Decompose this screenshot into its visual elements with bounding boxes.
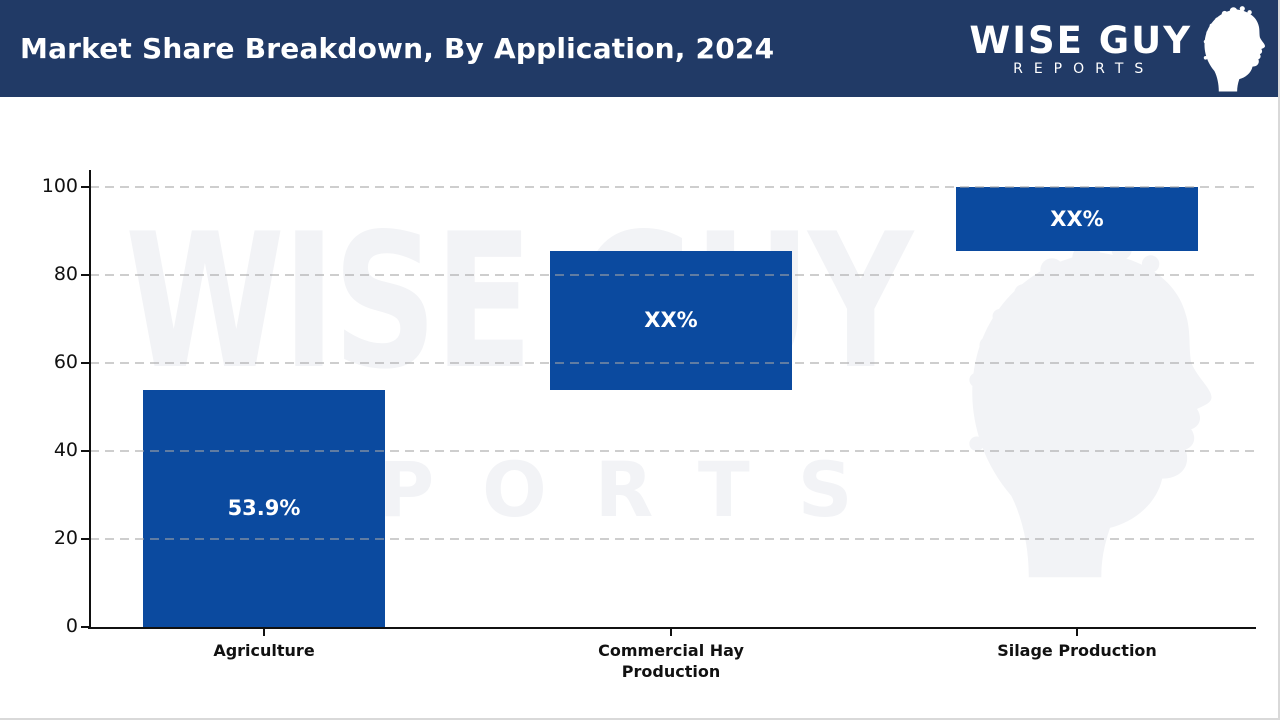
gridline-40: [90, 450, 1256, 452]
y-tick-label-0: 0: [65, 615, 78, 637]
y-tick-label-100: 100: [41, 175, 78, 197]
y-tick-label-20: 20: [53, 527, 78, 549]
gridline-80: [90, 274, 1256, 276]
watermark-head-icon: [969, 239, 1212, 578]
brand-name: WISE GUY: [969, 18, 1192, 62]
bar-value-label: XX%: [1050, 206, 1104, 231]
gridline-20: [90, 538, 1256, 540]
x-tick-label-0: Agriculture: [213, 641, 315, 660]
x-tick-mark-1: [670, 629, 672, 636]
bar-value-label: XX%: [644, 308, 698, 333]
x-tick-label-2: Silage Production: [997, 641, 1157, 660]
page-title: Market Share Breakdown, By Application, …: [20, 32, 775, 65]
x-tick-mark-2: [1076, 629, 1078, 636]
y-tick-mark-20: [81, 538, 89, 540]
bar-agriculture: 53.9%: [143, 389, 385, 627]
x-tick-mark-0: [263, 629, 265, 636]
brand-logo-text: WISE GUY REPORTS: [969, 22, 1192, 76]
x-axis-line: [88, 627, 1256, 629]
y-tick-mark-40: [81, 450, 89, 452]
gridline-60: [90, 362, 1256, 364]
y-tick-label-40: 40: [53, 439, 78, 461]
y-tick-mark-0: [81, 626, 89, 628]
header-bar: Market Share Breakdown, By Application, …: [0, 0, 1278, 97]
head-profile-icon: [1203, 5, 1265, 92]
gridline-100: [90, 186, 1256, 188]
y-axis-line: [89, 170, 91, 629]
chart-canvas: WISE GUY REPORTS 0 20 40 60 80 100 53.9% XX% XX%…: [0, 97, 1278, 718]
watermark-brand-text: WISE GUY: [125, 193, 913, 410]
y-tick-label-80: 80: [53, 263, 78, 285]
bar-silage-production: XX%: [956, 187, 1198, 251]
bar-value-label: 53.9%: [227, 496, 301, 521]
y-tick-mark-60: [81, 362, 89, 364]
brand-subname: REPORTS: [1013, 60, 1155, 77]
y-tick-label-60: 60: [53, 351, 78, 373]
y-tick-mark-80: [81, 274, 89, 276]
y-tick-mark-100: [81, 186, 89, 188]
bar-commercial-hay-production: XX%: [550, 250, 792, 390]
x-tick-label-1: Commercial Hay Production: [598, 641, 744, 681]
brand-logo: WISE GUY REPORTS: [969, 5, 1270, 93]
